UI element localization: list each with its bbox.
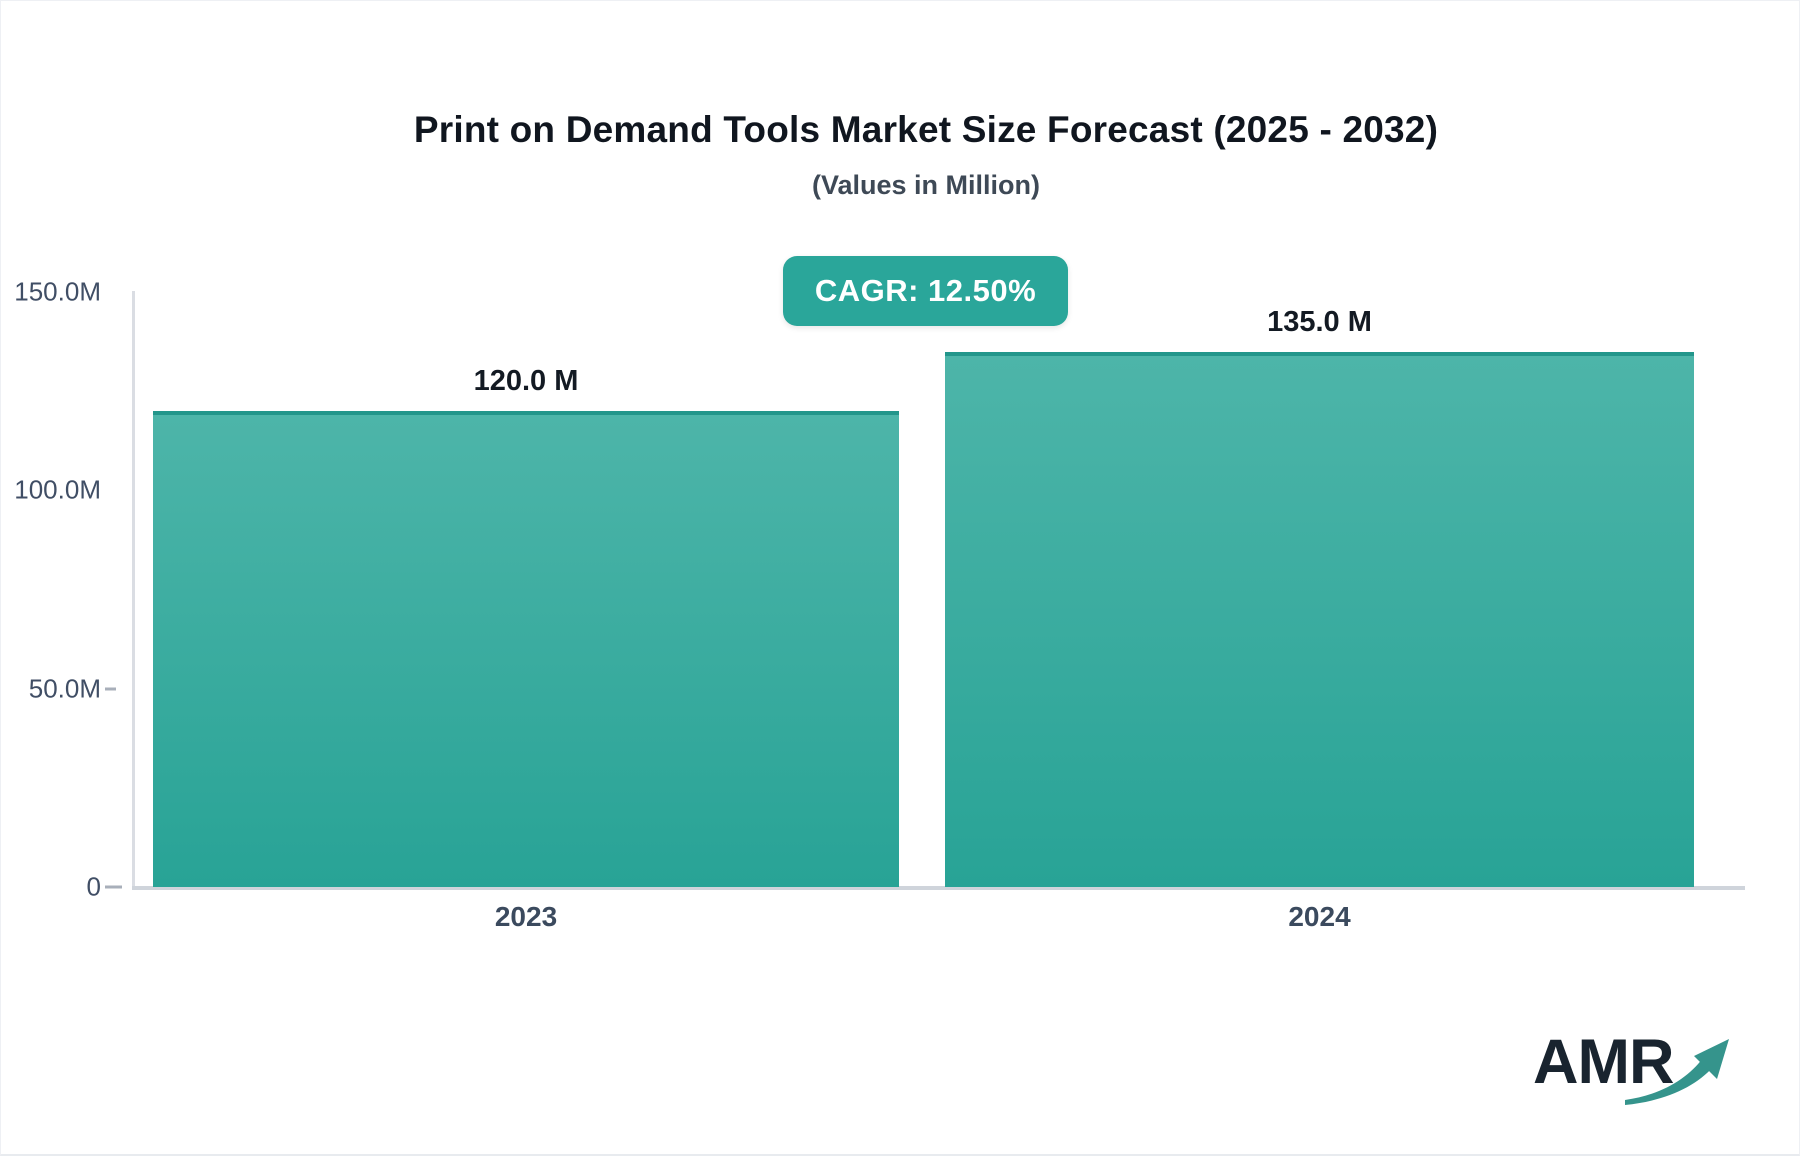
amr-logo: AMR (1533, 1027, 1729, 1113)
y-tick-label: 50.0M (28, 673, 101, 704)
bar-value-label: 135.0 M (1267, 305, 1372, 338)
y-tick-label: 0 (86, 871, 101, 902)
y-tick-mark (105, 885, 122, 889)
trend-up-arrow-icon (1625, 1039, 1729, 1105)
y-tick-label: 100.0M (14, 474, 101, 505)
amr-logo-text: AMR (1533, 1027, 1674, 1097)
x-tick-label: 2023 (494, 901, 558, 932)
bar-2023 (153, 411, 899, 887)
chart-title: Print on Demand Tools Market Size Foreca… (413, 109, 1439, 150)
y-axis-line (132, 291, 135, 890)
bar-2024 (945, 351, 1694, 887)
chart-subtitle: (Values in Million) (811, 170, 1041, 200)
y-tick-mark (105, 687, 116, 691)
bar-value-label: 120.0 M (473, 365, 579, 397)
y-tick-label: 150.0M (14, 276, 101, 307)
x-tick-label: 2024 (1288, 901, 1351, 932)
x-axis-line (132, 886, 1745, 890)
cagr-badge: CAGR: 12.50% (783, 256, 1068, 326)
